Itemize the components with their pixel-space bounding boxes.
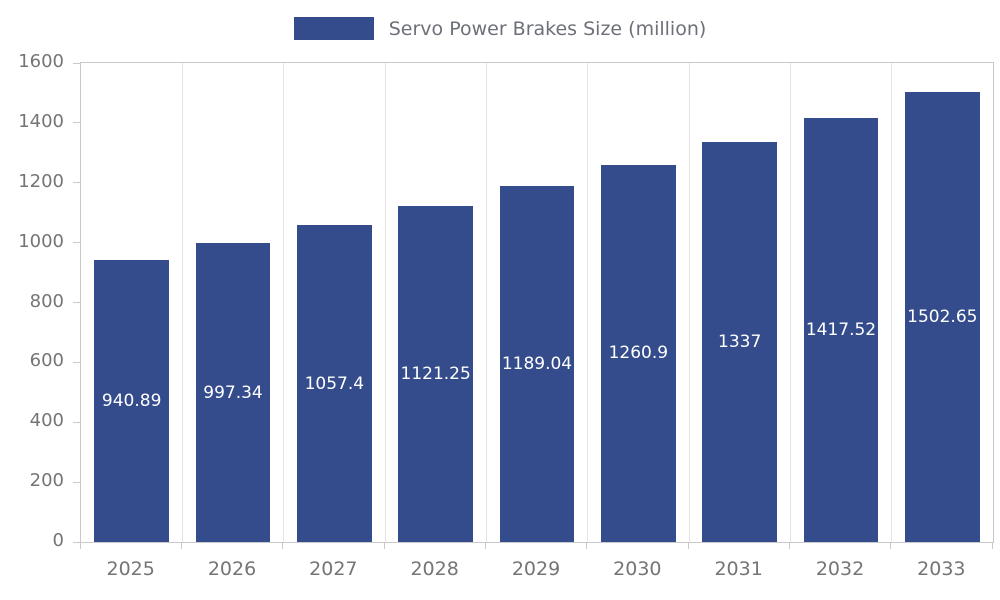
gridline xyxy=(891,63,893,542)
x-tick xyxy=(383,542,385,549)
gridline xyxy=(485,63,487,542)
y-tick xyxy=(73,182,81,184)
x-axis-label: 2033 xyxy=(917,558,966,580)
x-tick xyxy=(180,542,182,549)
y-tick xyxy=(73,62,81,64)
y-tick xyxy=(73,302,81,303)
bar-2032: 1417.52 xyxy=(803,117,879,542)
x-tick xyxy=(687,542,689,549)
x-axis-label: 2030 xyxy=(613,558,662,580)
bar-value-label: 1260.9 xyxy=(608,343,669,364)
bar-value-label: 1417.52 xyxy=(805,319,877,340)
y-axis-label: 1400 xyxy=(18,110,64,132)
y-axis-label: 800 xyxy=(29,290,64,312)
bar-value-label: 997.34 xyxy=(203,382,263,403)
x-tick xyxy=(79,542,81,549)
plot-area: 940.89 997.34 1057.4 1121.25 1189.04 1260.9 13… xyxy=(73,62,994,543)
y-tick xyxy=(73,541,81,543)
y-axis-label: 1600 xyxy=(18,51,64,72)
y-tick xyxy=(73,361,81,363)
bar-2033: 1502.65 xyxy=(904,92,980,542)
gridline xyxy=(688,63,690,542)
y-axis: 0 200 400 600 800 1000 1200 1400 1600 xyxy=(0,51,72,551)
y-axis-label: 400 xyxy=(29,410,64,432)
bar-value-label: 1502.65 xyxy=(907,307,978,328)
x-tick xyxy=(282,542,284,549)
bar-value-label: 1057.4 xyxy=(304,373,365,394)
x-axis-label: 2026 xyxy=(207,558,257,580)
bar-2030: 1260.9 xyxy=(600,164,676,542)
bar-2025: 940.89 xyxy=(94,260,170,542)
x-axis-label: 2025 xyxy=(106,558,155,580)
bar-value-label: 1121.25 xyxy=(400,364,471,385)
y-axis-label: 600 xyxy=(29,350,64,372)
bar-2031: 1337 xyxy=(702,141,778,542)
gridline xyxy=(181,63,183,542)
gridline xyxy=(384,63,386,542)
x-axis-label: 2029 xyxy=(511,558,561,580)
y-axis-label: 1200 xyxy=(18,170,64,192)
y-axis-label: 1000 xyxy=(18,230,64,252)
x-axis-label: 2031 xyxy=(714,558,763,580)
y-axis-label: 0 xyxy=(52,530,64,551)
gridline xyxy=(283,63,285,542)
bar-2029: 1189.04 xyxy=(499,186,575,542)
x-axis-label: 2028 xyxy=(410,558,459,580)
x-tick xyxy=(890,542,892,549)
legend[interactable]: Servo Power Brakes Size (million) xyxy=(0,17,1000,40)
bar-2028: 1121.25 xyxy=(398,206,474,542)
x-tick xyxy=(484,542,486,549)
y-tick xyxy=(73,242,81,244)
x-tick xyxy=(788,542,790,549)
x-axis-label: 2027 xyxy=(309,558,358,580)
y-tick xyxy=(73,122,81,124)
gridline xyxy=(789,63,791,542)
y-tick xyxy=(73,421,81,423)
bar-value-label: 1189.04 xyxy=(501,354,573,375)
bar-2026: 997.34 xyxy=(195,243,271,542)
x-axis: 2025 2026 2027 2028 2029 2030 2031 2032 2033 xyxy=(79,542,993,594)
x-tick xyxy=(991,542,993,549)
gridline xyxy=(587,63,589,542)
legend-label: Servo Power Brakes Size (million) xyxy=(388,17,707,40)
x-axis-label: 2032 xyxy=(815,558,865,580)
x-tick xyxy=(586,542,588,549)
bar-value-label: 940.89 xyxy=(101,391,162,412)
y-axis-label: 200 xyxy=(29,470,64,492)
bar-2027: 1057.4 xyxy=(296,225,372,542)
y-tick xyxy=(73,481,81,483)
legend-swatch xyxy=(293,17,374,40)
bar-value-label: 1337 xyxy=(718,331,762,352)
